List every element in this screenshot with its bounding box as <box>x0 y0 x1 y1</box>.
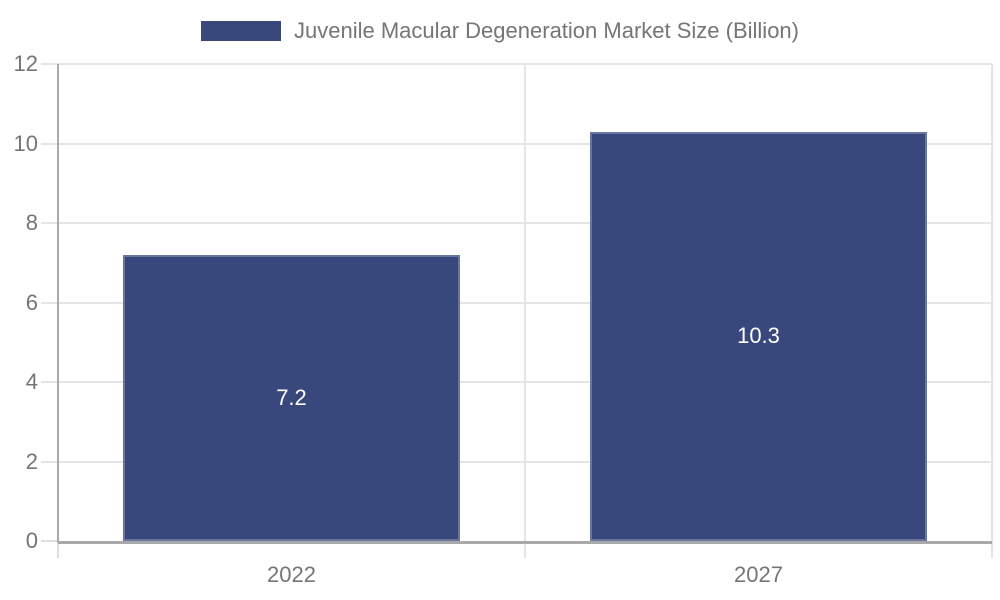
x-axis-tick-label: 2027 <box>734 562 783 587</box>
y-tick-mark <box>41 540 58 542</box>
y-axis-tick-label: 2 <box>25 448 38 474</box>
y-axis-tick-label: 4 <box>25 369 38 394</box>
legend-item[interactable]: Juvenile Macular Degeneration Market Siz… <box>200 18 799 44</box>
bar <box>123 254 460 541</box>
x-tick-mark <box>57 541 59 558</box>
y-gridline <box>41 222 992 224</box>
y-gridline <box>41 63 992 65</box>
x-gridline <box>991 64 993 558</box>
y-gridline <box>41 142 992 145</box>
y-axis-tick-label: 10 <box>13 130 38 156</box>
y-axis-tick-label: 12 <box>13 51 38 76</box>
chart-legend: Juvenile Macular Degeneration Market Siz… <box>0 10 1000 52</box>
y-gridline <box>41 381 992 383</box>
x-gridline <box>524 64 526 558</box>
y-axis-line <box>57 64 59 543</box>
legend-label: Juvenile Macular Degeneration Market Siz… <box>293 18 799 43</box>
x-axis-tick-label: 2022 <box>267 562 316 587</box>
x-axis-line <box>58 541 992 544</box>
bar-value-label: 7.2 <box>276 384 307 410</box>
y-gridline <box>41 301 992 304</box>
bar <box>590 131 927 541</box>
legend-swatch <box>200 21 281 41</box>
y-gridline <box>41 460 992 463</box>
y-axis-tick-label: 8 <box>25 210 38 235</box>
y-axis-tick-label: 0 <box>25 528 38 553</box>
y-axis-tick-label: 6 <box>25 289 38 315</box>
bar-value-label: 10.3 <box>737 323 780 349</box>
